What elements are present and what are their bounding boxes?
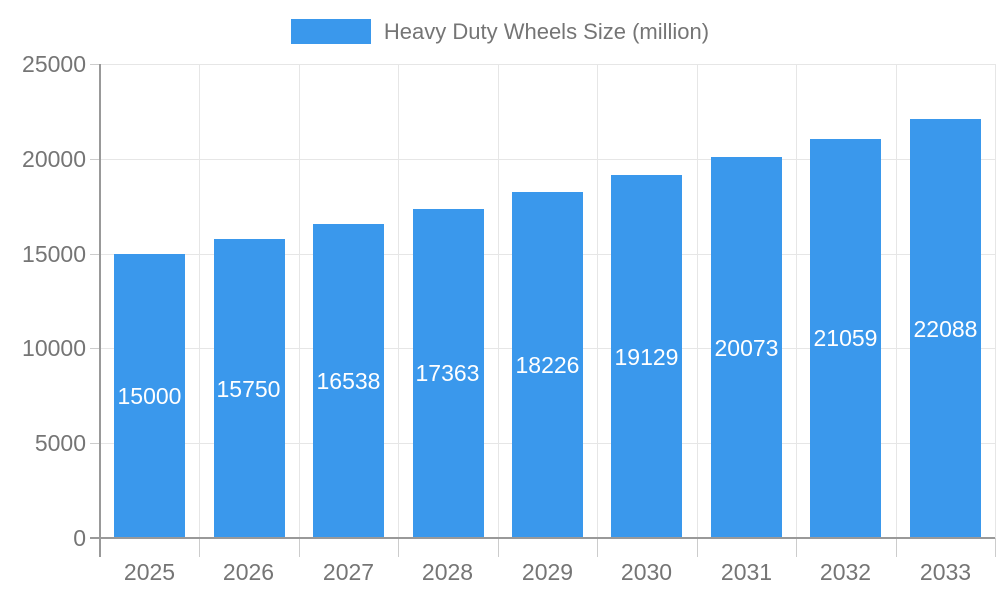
y-tick-label: 10000 [22, 335, 86, 361]
y-axis-line [99, 64, 101, 557]
bar [313, 224, 384, 538]
bar [512, 192, 583, 538]
bar-value-label: 17363 [415, 360, 480, 386]
y-tick [90, 64, 100, 65]
bar-value-label: 18226 [515, 352, 580, 378]
x-tick-label: 2033 [919, 559, 972, 585]
bar-value-label: 15750 [216, 376, 281, 402]
gridline-v [796, 64, 797, 538]
x-tick-label: 2031 [720, 559, 773, 585]
x-tick [796, 538, 797, 557]
bar-value-label: 15000 [117, 383, 182, 409]
bar-value-label: 22088 [913, 316, 978, 342]
x-tick [896, 538, 897, 557]
x-tick-label: 2026 [222, 559, 275, 585]
gridline-v [697, 64, 698, 538]
x-tick-label: 2027 [322, 559, 375, 585]
bar-value-label: 20073 [714, 335, 779, 361]
x-axis-line [90, 537, 995, 539]
x-tick-label: 2032 [819, 559, 872, 585]
x-tick-label: 2025 [123, 559, 176, 585]
x-tick [299, 538, 300, 557]
bar-value-label: 16538 [316, 368, 381, 394]
x-tick [597, 538, 598, 557]
gridline-v [498, 64, 499, 538]
y-tick-label: 20000 [22, 146, 86, 172]
y-tick [90, 348, 100, 349]
x-tick [697, 538, 698, 557]
y-tick-label: 25000 [22, 51, 86, 77]
gridline-v [199, 64, 200, 538]
chart-legend: Heavy Duty Wheels Size (million) [0, 19, 1000, 44]
gridline-v [896, 64, 897, 538]
bar [910, 119, 981, 538]
x-tick-label: 2028 [421, 559, 474, 585]
y-tick-label: 5000 [34, 430, 86, 456]
y-tick-label: 15000 [22, 241, 86, 267]
bar-value-label: 21059 [813, 325, 878, 351]
gridline-v [597, 64, 598, 538]
bar [214, 239, 285, 538]
bar [810, 139, 881, 538]
legend-label: Heavy Duty Wheels Size (million) [383, 19, 710, 44]
bar-value-label: 19129 [614, 344, 679, 370]
bar [711, 157, 782, 538]
bar [611, 175, 682, 538]
gridline-v [299, 64, 300, 538]
y-tick [90, 159, 100, 160]
bar [114, 254, 185, 538]
bar [413, 209, 484, 538]
x-tick [498, 538, 499, 557]
x-tick [995, 538, 996, 557]
gridline-v [398, 64, 399, 538]
y-tick [90, 254, 100, 255]
x-tick-label: 2030 [620, 559, 673, 585]
gridline-h [100, 159, 995, 160]
y-tick-label: 0 [73, 525, 86, 551]
x-tick [398, 538, 399, 557]
x-tick-label: 2029 [521, 559, 574, 585]
y-tick [90, 443, 100, 444]
x-tick [199, 538, 200, 557]
legend-swatch [290, 19, 371, 44]
gridline-h [100, 64, 995, 65]
gridline-v [995, 64, 996, 538]
